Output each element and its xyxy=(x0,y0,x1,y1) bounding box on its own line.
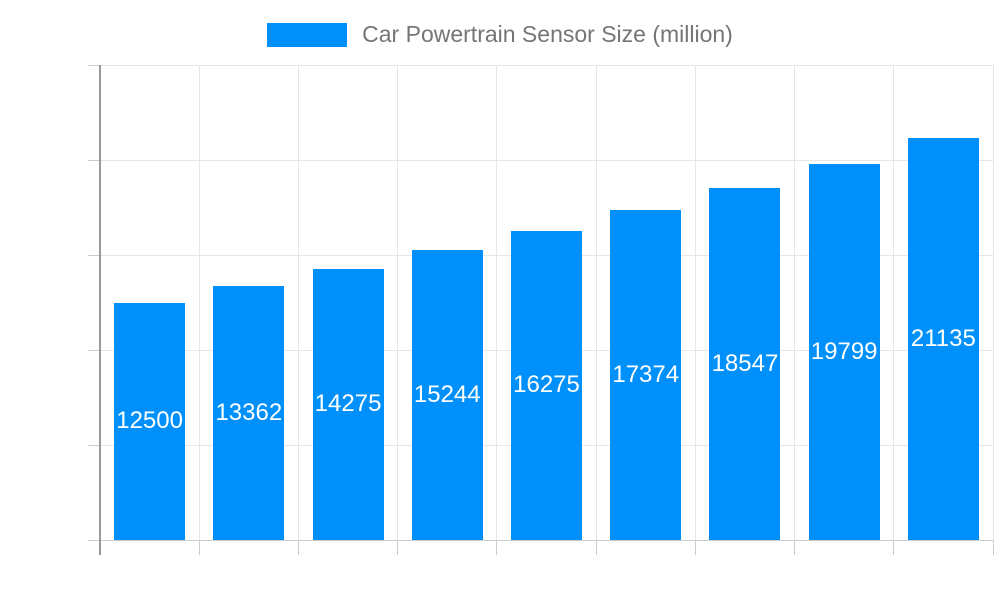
y-axis-tick xyxy=(88,254,100,256)
x-axis-tick xyxy=(893,540,895,555)
y-axis-tick xyxy=(88,64,100,66)
gridline-vertical xyxy=(595,65,597,540)
bar-value-label: 17374 xyxy=(612,360,680,388)
gridline-vertical xyxy=(397,65,399,540)
bar-2028[interactable]: 15244 xyxy=(411,250,483,540)
bar-2031[interactable]: 18547 xyxy=(709,187,781,540)
y-axis xyxy=(99,65,101,555)
x-axis-tick xyxy=(595,540,597,555)
bar-2029[interactable]: 16275 xyxy=(511,230,582,540)
gridline-vertical xyxy=(198,65,200,540)
bar-value-label: 12500 xyxy=(116,407,183,435)
y-axis-tick xyxy=(88,444,100,446)
bar-2033[interactable]: 21135 xyxy=(907,138,979,540)
bar-value-label: 14275 xyxy=(314,390,382,418)
bar-2027[interactable]: 14275 xyxy=(312,268,384,540)
bar-2032[interactable]: 19799 xyxy=(808,163,880,540)
x-axis-tick xyxy=(297,540,299,555)
gridline-vertical xyxy=(297,65,299,540)
bar-value-label: 19799 xyxy=(810,337,878,365)
y-axis-tick xyxy=(88,349,100,351)
legend-color-swatch[interactable] xyxy=(267,22,348,47)
gridline-horizontal xyxy=(100,64,993,66)
gridline-vertical xyxy=(496,65,498,540)
gridline-vertical xyxy=(893,65,895,540)
bar-2025[interactable]: 12500 xyxy=(114,302,186,540)
bar-2026[interactable]: 13362 xyxy=(213,286,285,540)
x-axis-tick xyxy=(694,540,696,555)
x-axis-tick xyxy=(198,540,200,555)
x-axis-tick xyxy=(992,540,994,555)
bar-value-label: 21135 xyxy=(910,325,976,353)
gridline-vertical xyxy=(694,65,696,540)
bar-value-label: 18547 xyxy=(711,349,779,377)
y-axis-tick xyxy=(88,159,100,161)
x-axis xyxy=(88,540,993,541)
bar-2030[interactable]: 17374 xyxy=(610,209,682,540)
gridline-horizontal xyxy=(100,159,993,161)
legend[interactable]: Car Powertrain Sensor Size (million) xyxy=(0,21,1000,48)
legend-label[interactable]: Car Powertrain Sensor Size (million) xyxy=(362,21,733,47)
bar-value-label: 15244 xyxy=(413,381,481,409)
gridline-vertical xyxy=(794,65,796,540)
bar-value-label: 13362 xyxy=(215,399,283,427)
x-axis-tick xyxy=(397,540,399,555)
bar-value-label: 16275 xyxy=(513,371,580,399)
x-axis-tick xyxy=(496,540,498,555)
x-axis-tick xyxy=(794,540,796,555)
gridline-vertical xyxy=(992,65,994,540)
